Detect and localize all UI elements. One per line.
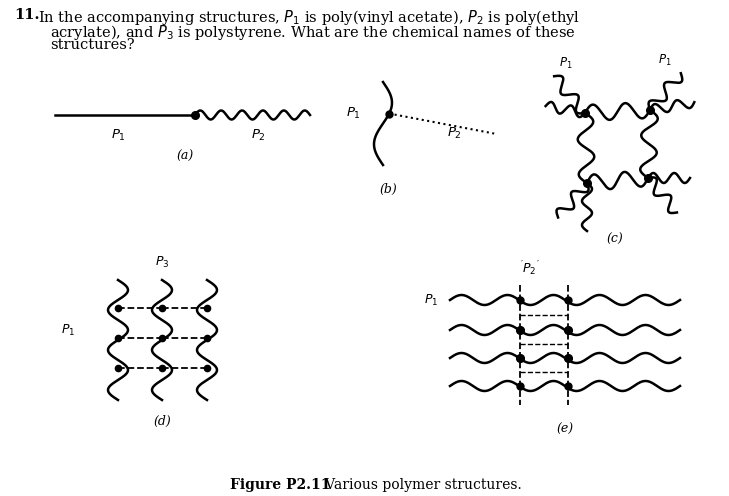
Text: (e): (e) <box>556 423 574 436</box>
Text: $P_2$: $P_2$ <box>251 128 265 143</box>
Text: $\mathregular{'}P_2\mathregular{'}$: $\mathregular{'}P_2\mathregular{'}$ <box>520 259 540 277</box>
Text: $P_1$: $P_1$ <box>111 128 125 143</box>
Text: 11.: 11. <box>14 8 39 22</box>
Text: (d): (d) <box>153 415 171 428</box>
Text: Figure P2.11: Figure P2.11 <box>230 478 330 492</box>
Text: acrylate), and $P_3$ is polystyrene. What are the chemical names of these: acrylate), and $P_3$ is polystyrene. Wha… <box>50 23 576 42</box>
Text: In the accompanying structures, $P_1$ is poly(vinyl acetate), $P_2$ is poly(ethy: In the accompanying structures, $P_1$ is… <box>38 8 580 27</box>
Text: (a): (a) <box>176 150 194 163</box>
Text: $P_1$: $P_1$ <box>424 293 438 308</box>
Text: $P_3$: $P_3$ <box>155 255 169 270</box>
Text: $P_1$: $P_1$ <box>61 322 75 338</box>
Text: Various polymer structures.: Various polymer structures. <box>312 478 522 492</box>
Text: $P_1$: $P_1$ <box>559 56 573 71</box>
Text: $P_2$: $P_2$ <box>447 125 462 141</box>
Text: (c): (c) <box>607 233 623 246</box>
Text: $P_1$: $P_1$ <box>658 53 671 68</box>
Text: $P_1$: $P_1$ <box>346 106 361 121</box>
Text: (b): (b) <box>379 183 397 196</box>
Text: structures?: structures? <box>50 38 135 52</box>
